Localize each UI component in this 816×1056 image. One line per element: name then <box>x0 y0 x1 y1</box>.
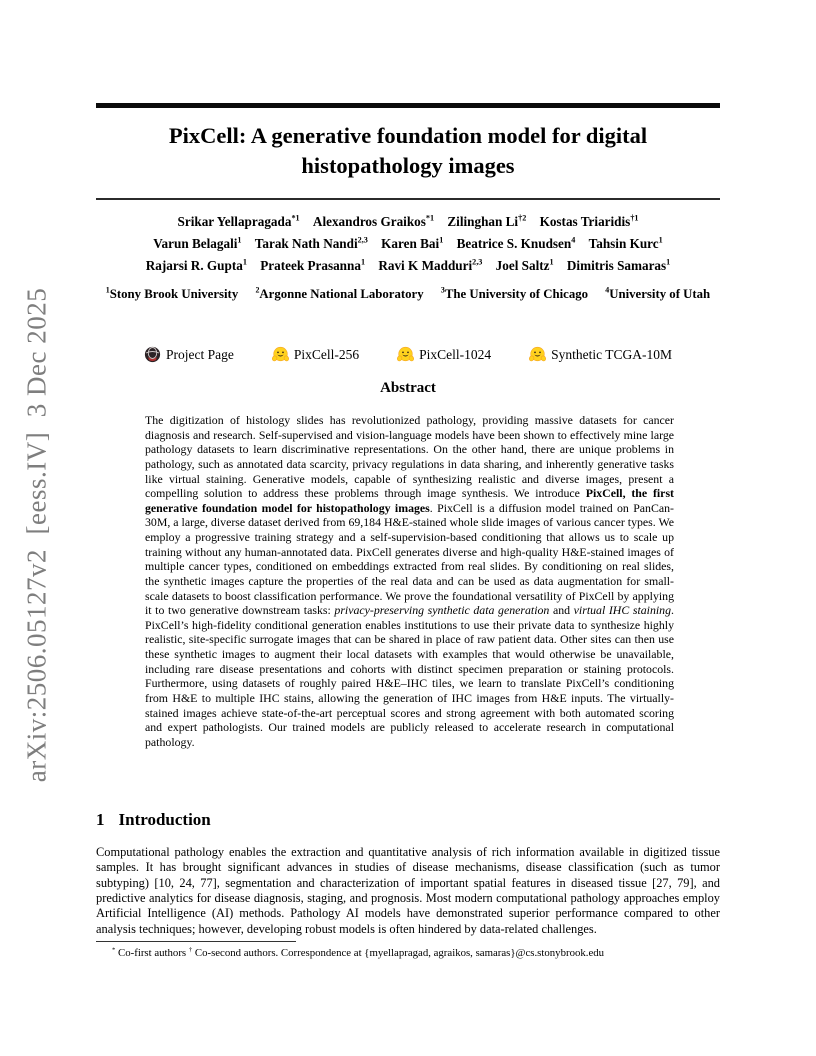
link-label: Project Page <box>165 346 234 362</box>
top-rule <box>96 103 720 108</box>
abstract-segment: The digitization of histology slides has… <box>145 413 674 501</box>
author: Zilinghan Li†2 <box>447 211 526 233</box>
hugging-face-icon <box>397 346 415 363</box>
affiliation-sup: 2 <box>255 285 260 295</box>
intro-paragraph: Computational pathology enables the extr… <box>96 845 720 936</box>
author: Srikar Yellapragada*1 <box>178 211 300 233</box>
author-name: Ravi K Madduri <box>378 258 473 273</box>
author-sup: 2,3 <box>357 235 368 245</box>
author-name: Rajarsi R. Gupta <box>145 258 243 273</box>
abstract-segment: . PixCell is a diffusion model trained o… <box>145 500 674 618</box>
link-pixcell-1024[interactable]: PixCell-1024 <box>397 346 491 363</box>
globe-icon <box>144 346 161 363</box>
abstract-text: The digitization of histology slides has… <box>145 413 674 749</box>
author-sup: 4 <box>571 235 576 245</box>
author-name: Tahsin Kurc <box>588 236 659 251</box>
link-synthetic-tcga-10m[interactable]: Synthetic TCGA-10M <box>529 346 672 363</box>
title-rule <box>96 198 720 200</box>
author: Joel Saltz1 <box>496 255 554 277</box>
author-name: Zilinghan Li <box>447 214 519 229</box>
author: Alexandros Graikos*1 <box>313 211 434 233</box>
affiliation-item: 3The University of Chicago <box>440 285 589 302</box>
links-row: Project Page PixCell-256 <box>96 346 720 363</box>
affiliation-name: The University of Chicago <box>444 287 589 301</box>
author-name: Srikar Yellapragada <box>177 214 292 229</box>
authors-line1: Srikar Yellapragada*1 Alexandros Graikos… <box>76 211 740 233</box>
author-sup: 1 <box>549 257 554 267</box>
abstract-segment: and <box>549 603 574 618</box>
affiliation-sup: 1 <box>105 285 110 295</box>
hugging-face-icon <box>529 346 547 363</box>
author-sup: *1 <box>425 213 435 223</box>
paper-title-line1: PixCell: A generative foundation model f… <box>168 123 648 148</box>
author: Prateek Prasanna1 <box>260 255 365 277</box>
hugging-face-icon <box>271 346 289 363</box>
footnote-text: Co-first authors <box>115 947 189 959</box>
section-heading-introduction: 1 Introduction <box>96 810 720 830</box>
paper-title-line2: histopathology images <box>301 153 515 178</box>
author: Ravi K Madduri2,3 <box>378 255 482 277</box>
author-name: Karen Bai <box>381 236 440 251</box>
affiliation-item: 1Stony Brook University <box>105 285 239 302</box>
author: Beatrice S. Knudsen4 <box>457 233 576 255</box>
footnote: * Co-first authors † Co-second authors. … <box>96 947 720 960</box>
affiliation-sup: 4 <box>605 285 610 295</box>
author: Dimitris Samaras1 <box>567 255 670 277</box>
link-label: PixCell-1024 <box>419 346 492 362</box>
affiliation-name: University of Utah <box>609 287 711 301</box>
author: Varun Belagali1 <box>153 233 241 255</box>
author: Tarak Nath Nandi2,3 <box>255 233 368 255</box>
footnote-sup: † <box>188 946 193 954</box>
author-sup: 1 <box>237 235 242 245</box>
affiliation-name: Stony Brook University <box>109 287 239 301</box>
link-project-page[interactable]: Project Page <box>144 346 234 363</box>
arxiv-watermark: arXiv:2506.05127v2 [eess.IV] 3 Dec 2025 <box>21 287 52 783</box>
affiliation-name: Argonne National Laboratory <box>259 287 424 301</box>
author: Karen Bai1 <box>381 233 443 255</box>
author-sup: 1 <box>658 235 663 245</box>
author-name: Tarak Nath Nandi <box>254 236 358 251</box>
footnote-rule <box>96 941 296 942</box>
link-pixcell-256[interactable]: PixCell-256 <box>271 346 360 363</box>
authors-line3: Rajarsi R. Gupta1 Prateek Prasanna1 Ravi… <box>76 255 740 277</box>
author-sup: 1 <box>242 257 247 267</box>
abstract-segment-italic: virtual IHC staining <box>573 603 672 618</box>
author-name: Alexandros Graikos <box>312 214 426 229</box>
affiliations: 1Stony Brook University 2Argonne Nationa… <box>76 285 740 302</box>
authors-line2: Varun Belagali1 Tarak Nath Nandi2,3 Kare… <box>76 233 740 255</box>
section-number: 1 <box>96 810 105 829</box>
paper-title: PixCell: A generative foundation model f… <box>96 121 720 181</box>
author-sup: 2,3 <box>472 257 483 267</box>
author: Kostas Triaridis†1 <box>540 211 639 233</box>
link-label: PixCell-256 <box>293 346 360 362</box>
footnote-sup: * <box>112 946 116 954</box>
author: Tahsin Kurc1 <box>589 233 663 255</box>
author-sup: 1 <box>666 257 671 267</box>
author-sup: 1 <box>360 257 366 267</box>
author-sup: *1 <box>291 213 300 223</box>
abstract-heading: Abstract <box>380 380 436 396</box>
author-name: Dimitris Samaras <box>566 258 667 273</box>
author-name: Prateek Prasanna <box>260 258 361 273</box>
author-name: Varun Belagali <box>153 236 238 251</box>
abstract-segment: . PixCell’s high-fidelity conditional ge… <box>145 603 674 749</box>
author-sup: †2 <box>518 213 527 223</box>
author-name: Joel Saltz <box>495 258 550 273</box>
affiliation-item: 4University of Utah <box>605 285 711 302</box>
authors-block: Srikar Yellapragada*1 Alexandros Graikos… <box>76 211 740 277</box>
section-title: Introduction <box>118 810 211 829</box>
link-label: Synthetic TCGA-10M <box>551 346 672 362</box>
abstract-segment-bold: PixCell, the first generative foundation… <box>145 486 674 515</box>
author-sup: 1 <box>439 235 444 245</box>
author-name: Kostas Triaridis <box>539 214 631 229</box>
affiliation-item: 2Argonne National Laboratory <box>255 285 424 302</box>
abstract-segment-italic: privacy-preserving synthetic data genera… <box>334 603 550 618</box>
author: Rajarsi R. Gupta1 <box>146 255 247 277</box>
affiliation-sup: 3 <box>440 285 445 295</box>
footnote-text: Co-second authors. Correspondence at {my… <box>192 947 605 959</box>
author-sup: †1 <box>630 213 639 223</box>
author-name: Beatrice S. Knudsen <box>456 236 572 251</box>
